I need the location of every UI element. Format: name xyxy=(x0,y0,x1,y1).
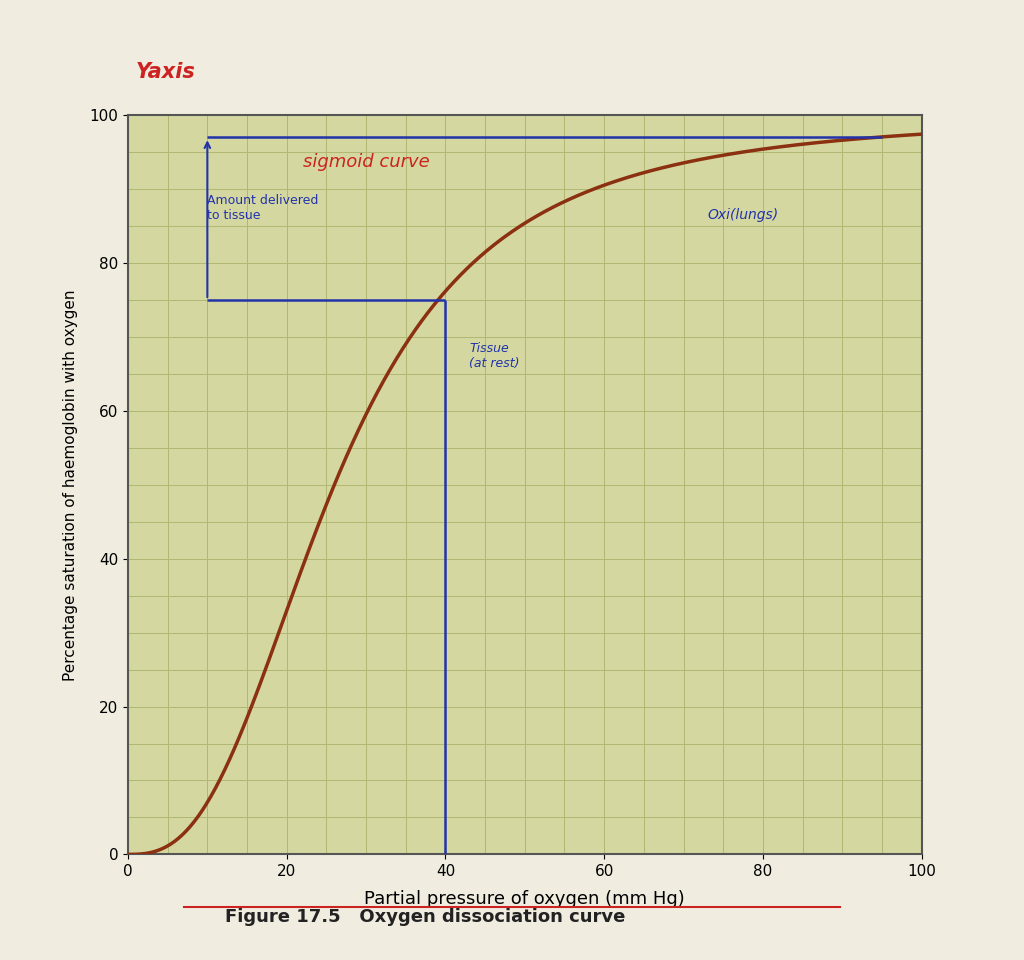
X-axis label: Partial pressure of oxygen (mm Hg): Partial pressure of oxygen (mm Hg) xyxy=(365,890,685,908)
Text: Yaxis: Yaxis xyxy=(136,62,196,83)
Text: sigmoid curve: sigmoid curve xyxy=(303,153,429,171)
Text: Oxi(lungs): Oxi(lungs) xyxy=(708,207,778,222)
Y-axis label: Percentage saturation of haemoglobin with oxygen: Percentage saturation of haemoglobin wit… xyxy=(63,289,78,681)
Text: Figure 17.5   Oxygen dissociation curve: Figure 17.5 Oxygen dissociation curve xyxy=(225,907,626,925)
Text: Tissue
(at rest): Tissue (at rest) xyxy=(469,342,520,370)
Text: Amount delivered
to tissue: Amount delivered to tissue xyxy=(207,194,318,222)
